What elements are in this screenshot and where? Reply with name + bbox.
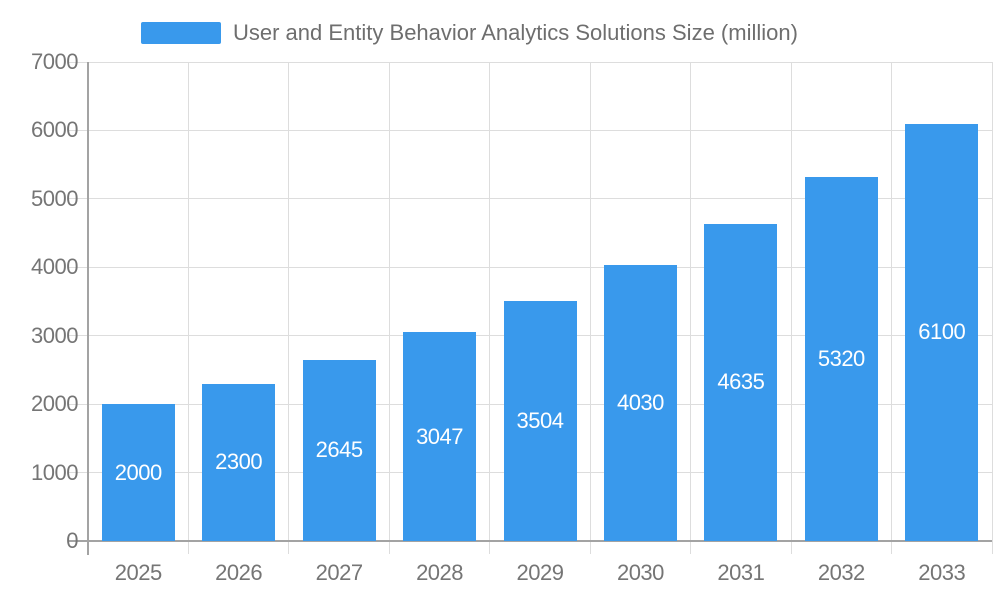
gridline-vertical	[489, 62, 491, 541]
bar[interactable]: 2300	[202, 383, 276, 541]
bar-value-label: 5320	[817, 345, 865, 371]
x-axis-label: 2025	[114, 560, 162, 585]
x-axis-tick	[187, 541, 189, 554]
x-axis-label: 2032	[817, 560, 865, 585]
y-axis-tick	[68, 540, 88, 542]
x-axis-label: 2026	[215, 560, 263, 585]
x-axis-tick	[690, 541, 692, 554]
gridline-horizontal	[88, 129, 992, 131]
bar-value-label: 3504	[516, 408, 564, 434]
x-axis-tick	[891, 541, 893, 554]
y-axis-label: 4000	[31, 254, 78, 280]
bar-value-label: 2300	[215, 449, 263, 475]
bar-value-label: 6100	[918, 319, 966, 345]
gridline-vertical	[891, 62, 893, 541]
y-axis-tick	[68, 61, 88, 63]
bar[interactable]: 3504	[503, 301, 577, 541]
y-axis-tick	[68, 335, 88, 337]
y-axis-label: 2000	[31, 391, 78, 417]
bar[interactable]: 5320	[804, 176, 878, 541]
legend-swatch-icon	[141, 22, 221, 44]
bar[interactable]: 2000	[101, 404, 175, 541]
x-axis-label: 2029	[516, 560, 564, 585]
bar-value-label: 4635	[717, 369, 765, 395]
gridline-vertical	[589, 62, 591, 541]
bar[interactable]: 3047	[403, 332, 477, 541]
gridline-horizontal	[88, 266, 992, 268]
y-axis-tick	[68, 129, 88, 131]
y-axis-tick	[68, 472, 88, 474]
y-axis-label: 1000	[31, 459, 78, 485]
x-axis-tick	[288, 541, 290, 554]
x-axis-label: 2028	[416, 560, 464, 585]
gridline-vertical	[187, 62, 189, 541]
x-axis-label: 2027	[315, 560, 363, 585]
x-axis-label: 2031	[717, 560, 765, 585]
bar-value-label: 2000	[114, 459, 162, 485]
bar[interactable]: 2645	[302, 360, 376, 541]
gridline-vertical	[690, 62, 692, 541]
x-axis-tick	[991, 541, 993, 554]
bar-value-label: 4030	[616, 390, 664, 416]
gridline-vertical	[388, 62, 390, 541]
x-axis-tick	[388, 541, 390, 554]
y-axis-label: 3000	[31, 322, 78, 348]
x-axis-tick	[790, 541, 792, 554]
y-axis-label: 0	[66, 528, 78, 553]
x-axis-label: 2033	[918, 560, 966, 585]
bar-value-label: 3047	[416, 423, 464, 449]
y-axis-label: 7000	[31, 49, 78, 74]
x-axis-label: 2030	[616, 560, 664, 585]
bar[interactable]: 6100	[905, 123, 979, 541]
y-axis-line	[87, 62, 89, 555]
gridline-vertical	[790, 62, 792, 541]
x-axis-tick	[589, 541, 591, 554]
legend-label: User and Entity Behavior Analytics Solut…	[233, 20, 798, 45]
gridline-vertical	[288, 62, 290, 541]
bar[interactable]: 4030	[603, 265, 677, 541]
y-axis-tick	[68, 403, 88, 405]
y-axis-label: 6000	[31, 117, 78, 143]
y-axis-tick	[68, 266, 88, 268]
y-axis-label: 5000	[31, 185, 78, 211]
bar-value-label: 2645	[315, 437, 363, 463]
gridline-horizontal	[88, 198, 992, 200]
bar[interactable]: 4635	[704, 223, 778, 541]
x-axis-line	[88, 540, 992, 542]
gridline-horizontal	[88, 61, 992, 63]
y-axis-tick	[68, 198, 88, 200]
gridline-vertical	[991, 62, 993, 541]
legend[interactable]: User and Entity Behavior Analytics Solut…	[141, 20, 798, 46]
x-axis-tick	[489, 541, 491, 554]
